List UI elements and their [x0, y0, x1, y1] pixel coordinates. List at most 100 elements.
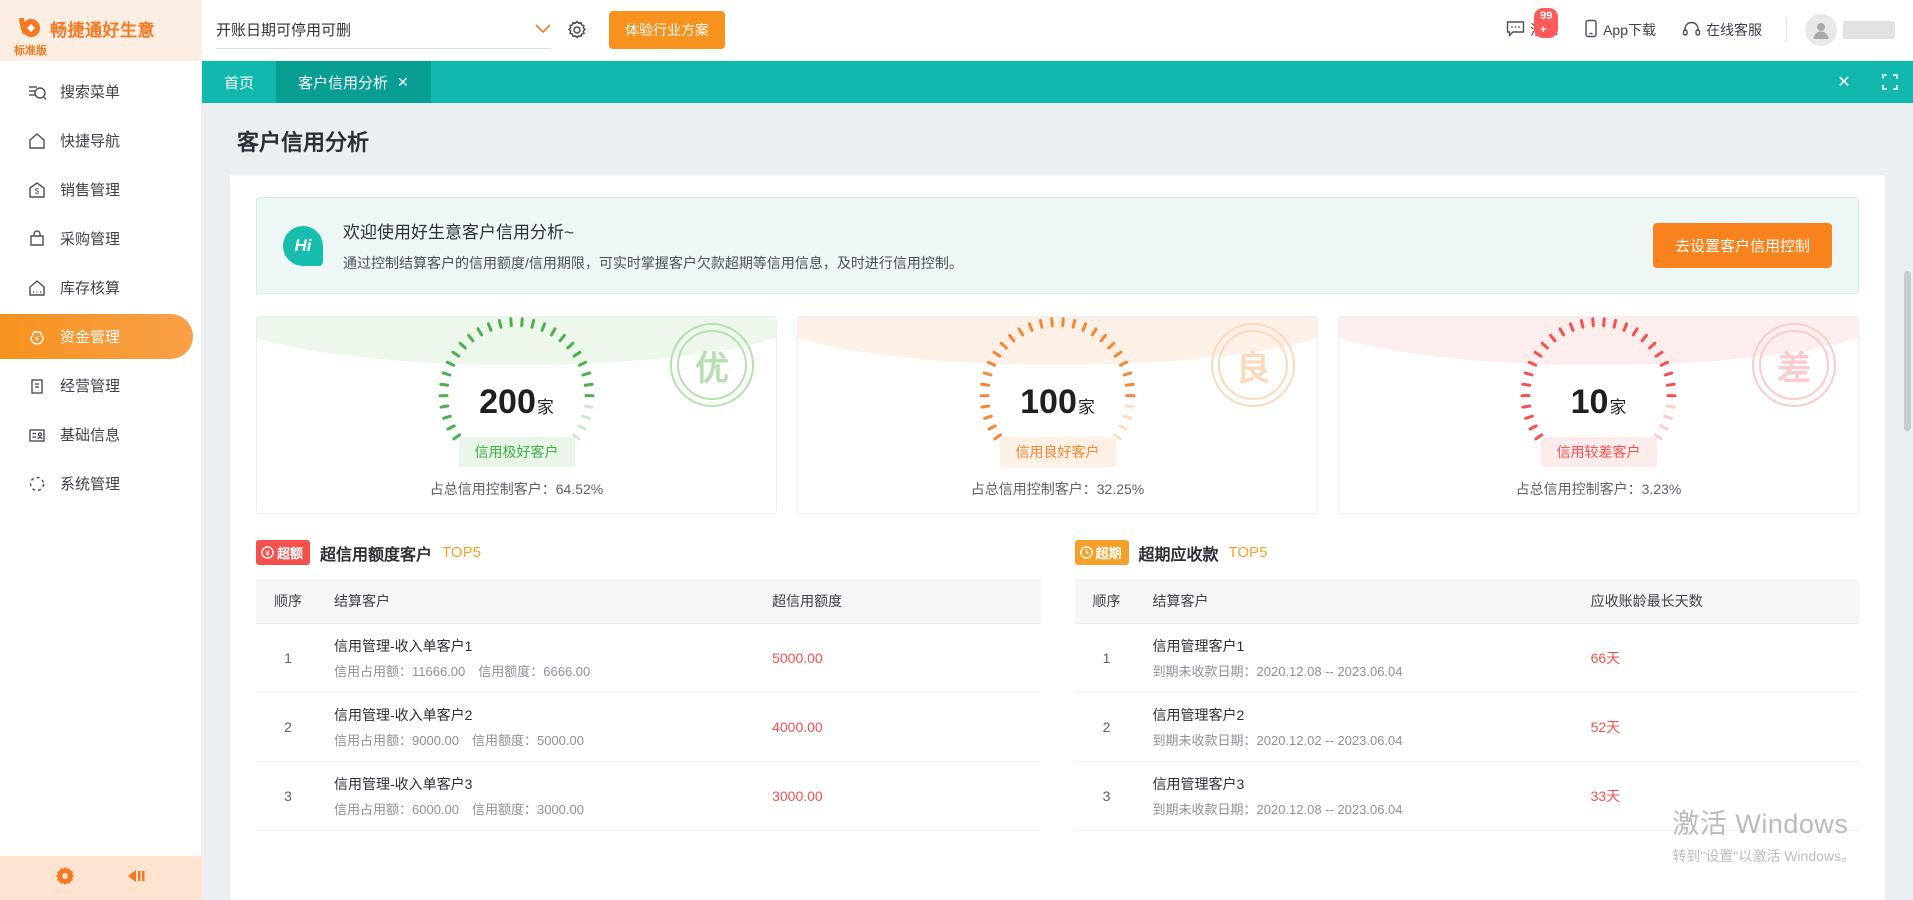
- sidebar-item-basic-info[interactable]: 基础信息: [0, 412, 201, 457]
- brand-name: 畅捷通好生意: [50, 21, 155, 40]
- gauge-value: 200家: [479, 383, 554, 421]
- sidebar-item-operations[interactable]: 经营管理: [0, 363, 201, 408]
- online-service-button[interactable]: 在线客服: [1682, 20, 1762, 41]
- col-customer: 结算客户: [320, 579, 759, 624]
- table-header-row: 顺序 结算客户 应收账龄最长天数: [1074, 579, 1859, 624]
- credit-level-badge: 信用良好客户: [999, 437, 1116, 467]
- sidebar-item-label: 销售管理: [60, 182, 121, 199]
- sidebar-item-funds[interactable]: ¥ 资金管理: [0, 314, 193, 359]
- purchase-bag-icon: [26, 228, 48, 250]
- setup-credit-control-button[interactable]: 去设置客户信用控制: [1652, 223, 1832, 268]
- app-download-button[interactable]: App下载: [1584, 19, 1656, 41]
- settings-dashed-icon: [26, 473, 48, 495]
- brand-logo[interactable]: 畅捷通好生意 标准版: [0, 0, 201, 61]
- row-customer: 信用管理客户3 到期未收款日期：2020.12.08 -- 2023.06.04: [1138, 761, 1577, 831]
- credit-share-text: 占总信用控制客户：32.25%: [970, 481, 1145, 497]
- over-limit-top5: TOP5: [442, 544, 481, 561]
- gear-icon[interactable]: [56, 866, 74, 890]
- sidebar-item-label: 资金管理: [60, 329, 121, 346]
- sidebar-item-label: 系统管理: [60, 476, 121, 493]
- sidebar-item-quick-nav[interactable]: 快捷导航: [0, 118, 201, 163]
- window-controls: ✕: [1821, 61, 1913, 103]
- overdue-rows: 1 信用管理客户1 到期未收款日期：2020.12.08 -- 2023.06.04…: [1074, 623, 1859, 831]
- value-text: 52天: [1590, 719, 1621, 735]
- chevron-down-icon: [535, 21, 551, 38]
- value-text: 5000.00: [772, 650, 823, 666]
- customer-name: 信用管理客户1: [1152, 638, 1245, 654]
- clipboard-icon: [26, 375, 48, 397]
- tab-home[interactable]: 首页: [202, 61, 276, 103]
- customer-name: 信用管理-收入单客户1: [334, 638, 473, 654]
- sidebar-item-label: 搜索菜单: [60, 84, 121, 101]
- divider: [1786, 18, 1787, 42]
- gauge-poor: 10家: [1510, 317, 1688, 455]
- close-icon[interactable]: ✕: [1837, 74, 1851, 91]
- table-row[interactable]: 3 信用管理客户3 到期未收款日期：2020.12.08 -- 2023.06.04…: [1074, 761, 1859, 831]
- user-profile[interactable]: [1805, 14, 1895, 46]
- brand-logo-icon: [14, 15, 44, 47]
- row-value: 33天: [1576, 761, 1859, 831]
- row-customer: 信用管理客户2 到期未收款日期：2020.12.02 -- 2023.06.04: [1138, 692, 1577, 762]
- sidebar-item-inventory[interactable]: 库存核算: [0, 265, 201, 310]
- credit-share-text: 占总信用控制客户：64.52%: [429, 481, 604, 497]
- row-customer: 信用管理客户1 到期未收款日期：2020.12.08 -- 2023.06.04: [1138, 623, 1577, 693]
- welcome-banner: Hi 欢迎使用好生意客户信用分析~ 通过控制结算客户的信用额度/信用期限，可实时…: [256, 197, 1859, 294]
- sidebar-item-sales[interactable]: $ 销售管理: [0, 167, 201, 212]
- row-customer: 信用管理-收入单客户3 信用占用额：6000.00 信用额度：3000.00: [320, 761, 759, 831]
- table-row[interactable]: 2 信用管理客户2 到期未收款日期：2020.12.02 -- 2023.06.04…: [1074, 692, 1859, 762]
- account-period-value: 开账日期可停用可删: [216, 22, 352, 39]
- fullscreen-icon[interactable]: [1867, 61, 1913, 103]
- messages-button[interactable]: 消息 99 +: [1506, 8, 1559, 40]
- top5-tables: ¥ 超额 超信用额度客户 TOP5 顺序 结算客户 超信用额度: [256, 540, 1859, 831]
- col-order: 顺序: [1074, 579, 1139, 624]
- collapse-icon[interactable]: [126, 868, 146, 889]
- row-order: 3: [1074, 761, 1139, 831]
- customer-name: 信用管理客户3: [1152, 776, 1245, 792]
- tab-label: 客户信用分析: [298, 74, 389, 92]
- main-area: 开账日期可停用可删 体验行业方案 消息 99 +: [202, 0, 1913, 900]
- top-bar: 开账日期可停用可删 体验行业方案 消息 99 +: [202, 0, 1913, 61]
- table-row[interactable]: 1 信用管理客户1 到期未收款日期：2020.12.08 -- 2023.06.04…: [1074, 623, 1859, 693]
- customer-name: 信用管理-收入单客户2: [334, 707, 473, 723]
- account-settings-gear-icon[interactable]: [567, 20, 587, 40]
- col-value: 应收账龄最长天数: [1576, 579, 1859, 624]
- sidebar-item-purchase[interactable]: 采购管理: [0, 216, 201, 261]
- over-limit-badge: ¥ 超额: [256, 540, 311, 565]
- overdue-badge: 超期: [1074, 540, 1129, 565]
- tab-label: 首页: [224, 74, 255, 92]
- col-order: 顺序: [256, 579, 320, 624]
- credit-share-text: 占总信用控制客户：3.23%: [1515, 481, 1682, 497]
- table-row[interactable]: 1 信用管理-收入单客户1 信用占用额：11666.00 信用额度：6666.00 5…: [256, 623, 1041, 693]
- over-limit-icon: ¥: [261, 546, 274, 559]
- top-bar-right: 消息 99 + App下载 在线客服: [1480, 8, 1895, 46]
- svg-text:¥: ¥: [265, 548, 270, 557]
- close-icon[interactable]: ✕: [397, 73, 409, 90]
- customer-name: 信用管理-收入单客户3: [334, 776, 473, 792]
- row-value: 5000.00: [758, 623, 1041, 693]
- customer-detail: 信用占用额：6000.00 信用额度：3000.00: [334, 802, 584, 817]
- tab-credit-analysis[interactable]: 客户信用分析 ✕: [276, 61, 431, 103]
- value-text: 4000.00: [772, 719, 823, 735]
- app-download-label: App下载: [1603, 22, 1656, 38]
- table-row[interactable]: 2 信用管理-收入单客户2 信用占用额：9000.00 信用额度：5000.00 40…: [256, 692, 1041, 762]
- experience-plan-button[interactable]: 体验行业方案: [609, 11, 725, 49]
- brand-edition: 标准版: [14, 45, 47, 57]
- customer-detail: 信用占用额：9000.00 信用额度：5000.00: [334, 733, 584, 748]
- value-text: 66天: [1590, 650, 1621, 666]
- id-card-icon: [26, 424, 48, 446]
- row-order: 2: [256, 692, 320, 762]
- over-limit-block: ¥ 超额 超信用额度客户 TOP5 顺序 结算客户 超信用额度: [256, 540, 1041, 831]
- sidebar-item-system[interactable]: 系统管理: [0, 461, 201, 506]
- account-period-select[interactable]: 开账日期可停用可删: [216, 11, 551, 49]
- avatar-icon: [1805, 14, 1837, 46]
- overdue-header: 超期 超期应收款 TOP5: [1074, 540, 1860, 565]
- gauge-good: 100家: [969, 317, 1147, 455]
- sidebar-item-label: 库存核算: [60, 280, 121, 297]
- sidebar-item-search-menu[interactable]: 搜索菜单: [0, 69, 201, 114]
- table-row[interactable]: 3 信用管理-收入单客户3 信用占用额：6000.00 信用额度：3000.00 30…: [256, 761, 1041, 831]
- customer-detail: 到期未收款日期：2020.12.08 -- 2023.06.04: [1152, 802, 1403, 817]
- vertical-scrollbar[interactable]: [1904, 271, 1911, 431]
- username-masked: [1843, 21, 1895, 39]
- customer-detail: 信用占用额：11666.00 信用额度：6666.00: [334, 664, 591, 679]
